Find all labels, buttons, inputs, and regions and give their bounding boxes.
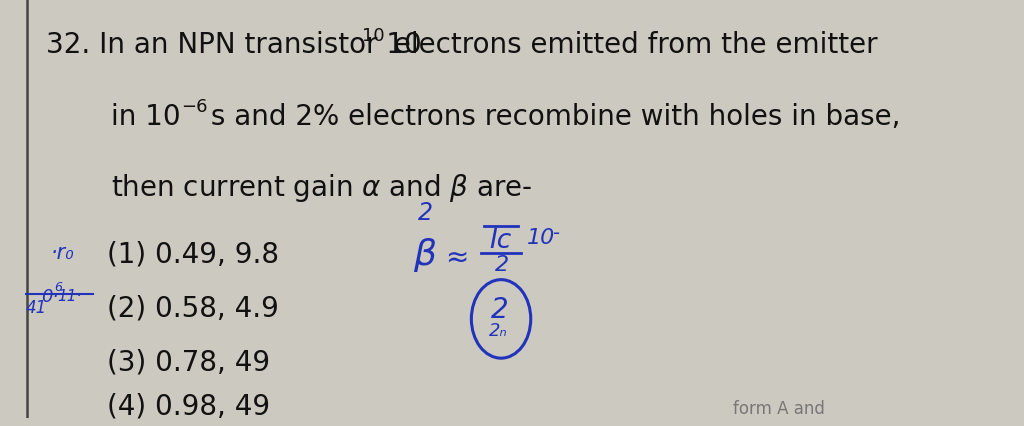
Text: 6: 6 bbox=[54, 281, 61, 294]
Text: electrons emitted from the emitter: electrons emitted from the emitter bbox=[385, 32, 878, 59]
Text: (2) 0.58, 4.9: (2) 0.58, 4.9 bbox=[106, 294, 279, 322]
Text: form A and: form A and bbox=[733, 400, 825, 418]
Text: in 10: in 10 bbox=[112, 103, 181, 131]
Text: 2: 2 bbox=[490, 296, 509, 324]
Text: 2ₙ: 2ₙ bbox=[489, 322, 508, 340]
Text: (4) 0.98, 49: (4) 0.98, 49 bbox=[106, 392, 270, 420]
Text: then current gain $\alpha$ and $\beta$ are-: then current gain $\alpha$ and $\beta$ a… bbox=[112, 172, 532, 204]
Text: 11·: 11· bbox=[57, 290, 82, 305]
Text: 2: 2 bbox=[495, 255, 509, 275]
Text: 2: 2 bbox=[418, 201, 432, 225]
Text: (1) 0.49, 9.8: (1) 0.49, 9.8 bbox=[106, 240, 279, 268]
Text: 32. In an NPN transistor 10: 32. In an NPN transistor 10 bbox=[46, 32, 422, 59]
Text: 10: 10 bbox=[527, 227, 555, 248]
Text: Ic: Ic bbox=[489, 227, 511, 253]
Text: -: - bbox=[553, 224, 560, 243]
Text: $\beta$: $\beta$ bbox=[413, 236, 437, 273]
Text: ·r₀: ·r₀ bbox=[51, 243, 75, 263]
Text: 0·: 0· bbox=[41, 288, 58, 305]
Text: s and 2% electrons recombine with holes in base,: s and 2% electrons recombine with holes … bbox=[203, 103, 901, 131]
Text: 41: 41 bbox=[26, 299, 47, 317]
Text: ≈: ≈ bbox=[445, 243, 469, 271]
Text: −6: −6 bbox=[181, 98, 208, 116]
Text: 10: 10 bbox=[361, 27, 384, 46]
Text: (3) 0.78, 49: (3) 0.78, 49 bbox=[106, 348, 270, 376]
